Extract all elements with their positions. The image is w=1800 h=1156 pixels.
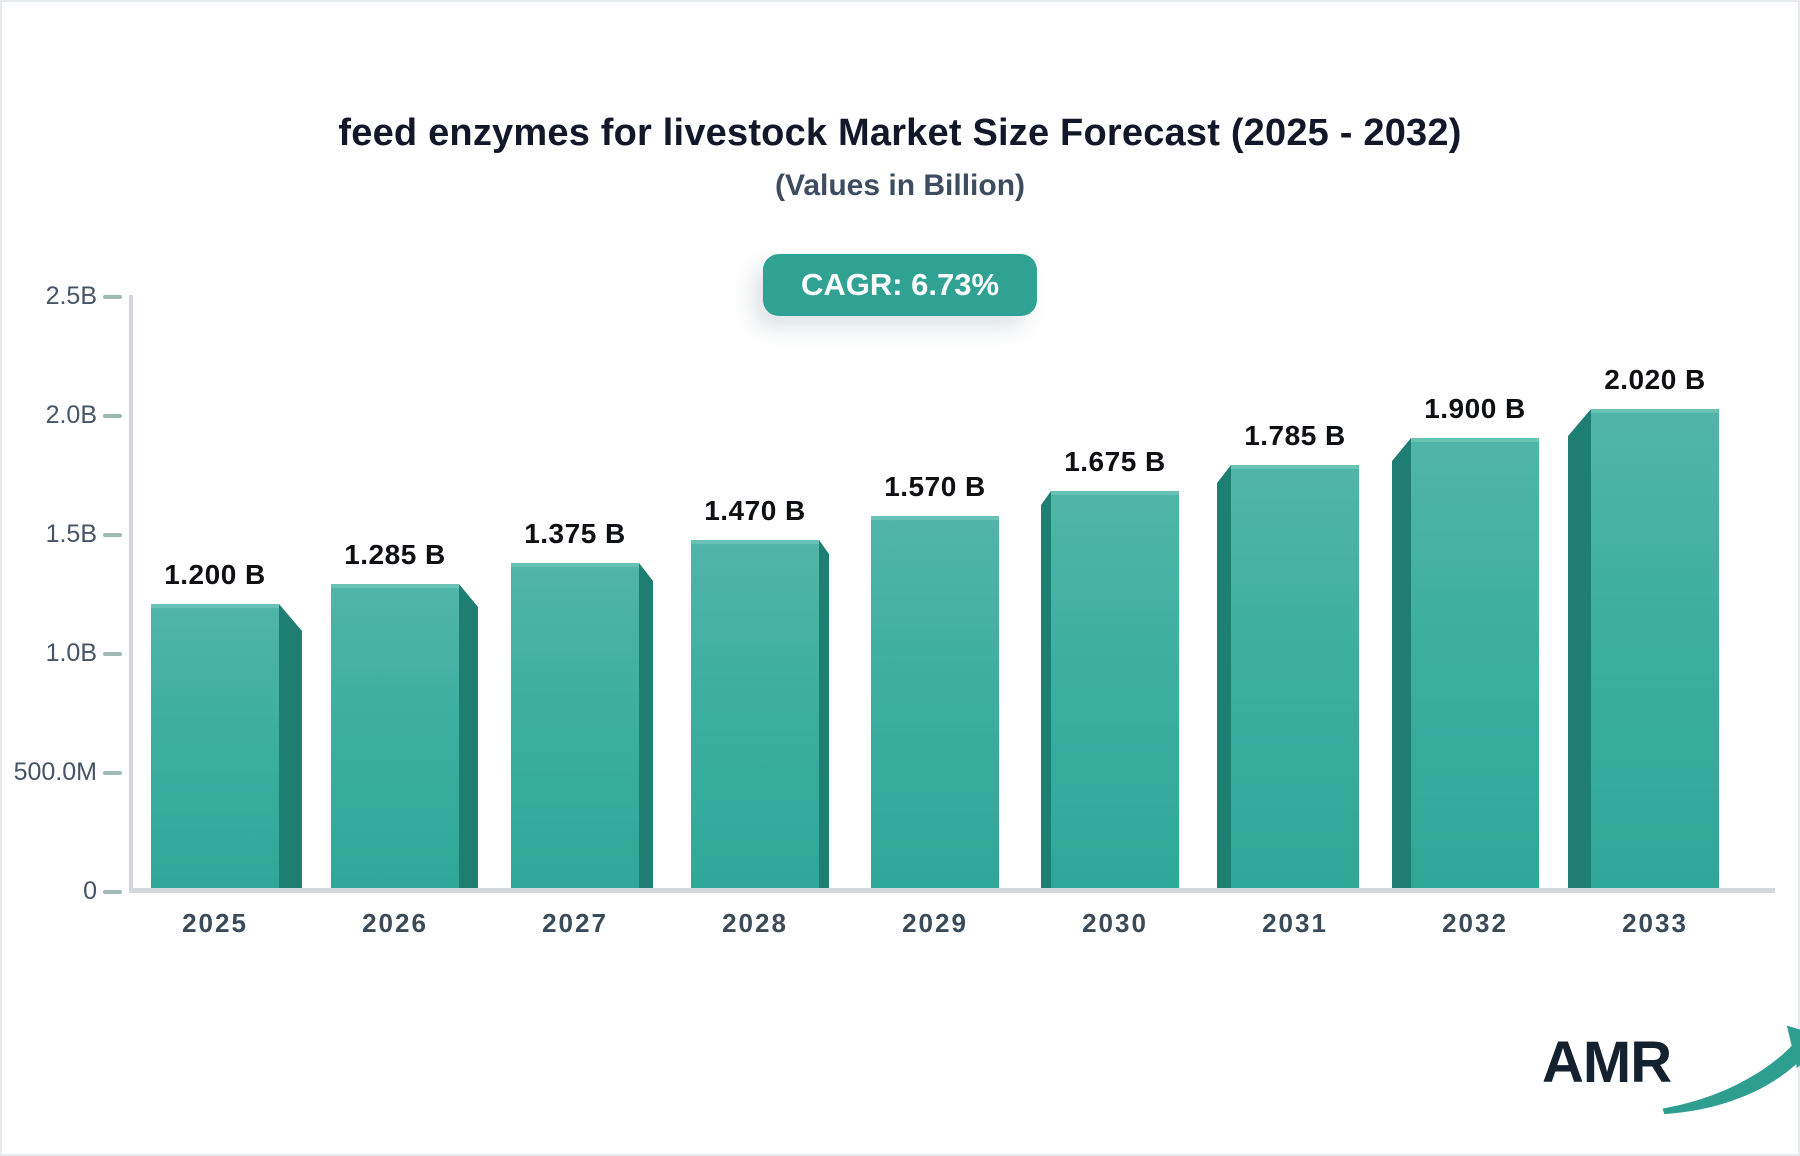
bar-face bar-2032: [1411, 438, 1539, 890]
bar-value-label: 1.470 B: [704, 495, 806, 526]
x-tick-label: 2032: [1442, 908, 1508, 938]
growth-arrow-icon: [1662, 1025, 1800, 1115]
bar-top-edge: [871, 516, 999, 520]
y-tick-dash: [103, 652, 122, 656]
y-tick-label: 2.5B: [45, 282, 97, 310]
bar-value-label: 1.375 B: [524, 518, 626, 549]
chart-title: feed enzymes for livestock Market Size F…: [338, 112, 1462, 154]
cagr-badge: CAGR: 6.73%: [762, 254, 1038, 316]
y-axis-line: [129, 295, 133, 893]
bar-side: [279, 604, 302, 890]
bar-top-edge: [1231, 465, 1359, 469]
x-tick-label: 2026: [362, 908, 428, 938]
bar-top-edge: [1591, 409, 1719, 413]
x-tick-label: 2031: [1262, 908, 1328, 938]
bar-side: [1392, 438, 1411, 890]
bar-value-label: 1.570 B: [884, 471, 986, 502]
bar-side: [459, 584, 478, 890]
bar-top-edge: [691, 540, 819, 544]
bar-value-label: 1.900 B: [1424, 393, 1526, 424]
y-tick-label: 0: [83, 877, 97, 905]
bar-face bar-2029: [871, 516, 999, 890]
bar-value-label: 1.200 B: [164, 559, 266, 590]
y-tick-label: 2.0B: [45, 401, 97, 429]
bar-side: [1217, 465, 1231, 890]
bar-value-label: 1.675 B: [1064, 446, 1166, 477]
y-tick-dash: [103, 414, 122, 418]
x-axis-line: [129, 888, 1775, 893]
bar-top-edge: [1051, 491, 1179, 495]
amr-logo-text: AMR: [1542, 1030, 1672, 1095]
bar-face bar-2027: [511, 563, 639, 890]
bar-face bar-2031: [1231, 465, 1359, 890]
bar-top-edge: [151, 604, 279, 608]
bar-face bar-2025: [151, 604, 279, 890]
bar-value-label: 1.285 B: [344, 539, 446, 570]
cagr-badge-label: CAGR: 6.73%: [800, 267, 1000, 302]
x-tick-label: 2033: [1622, 908, 1688, 938]
y-tick-dash: [103, 533, 122, 537]
y-tick-label: 1.5B: [45, 520, 97, 548]
y-tick-dash: [103, 295, 122, 299]
bar-face bar-2028: [691, 540, 819, 890]
chart-subtitle: (Values in Billion): [774, 169, 1026, 202]
bar-top-edge: [331, 584, 459, 588]
bar-side: [1568, 409, 1591, 890]
x-tick-label: 2030: [1082, 908, 1148, 938]
bar-top-edge: [1411, 438, 1539, 442]
bar-face bar-2026: [331, 584, 459, 890]
bar-value-label: 2.020 B: [1604, 364, 1706, 395]
y-tick-label: 1.0B: [45, 639, 97, 667]
bar-top-edge: [511, 563, 639, 567]
x-tick-label: 2029: [902, 908, 968, 938]
bar-face bar-2033: [1591, 409, 1719, 890]
bar-side: [639, 563, 653, 890]
x-tick-label: 2025: [182, 908, 248, 938]
x-tick-label: 2027: [542, 908, 608, 938]
bar-value-label: 1.785 B: [1244, 420, 1346, 451]
x-tick-label: 2028: [722, 908, 788, 938]
y-tick-label: 500.0M: [13, 758, 97, 786]
bar-side: [1041, 491, 1051, 890]
amr-logo: AMR: [1542, 1025, 1800, 1127]
y-tick-dash: [103, 890, 122, 894]
bar-face bar-2030: [1051, 491, 1179, 890]
y-tick-dash: [103, 771, 122, 775]
bar-side: [819, 540, 829, 890]
